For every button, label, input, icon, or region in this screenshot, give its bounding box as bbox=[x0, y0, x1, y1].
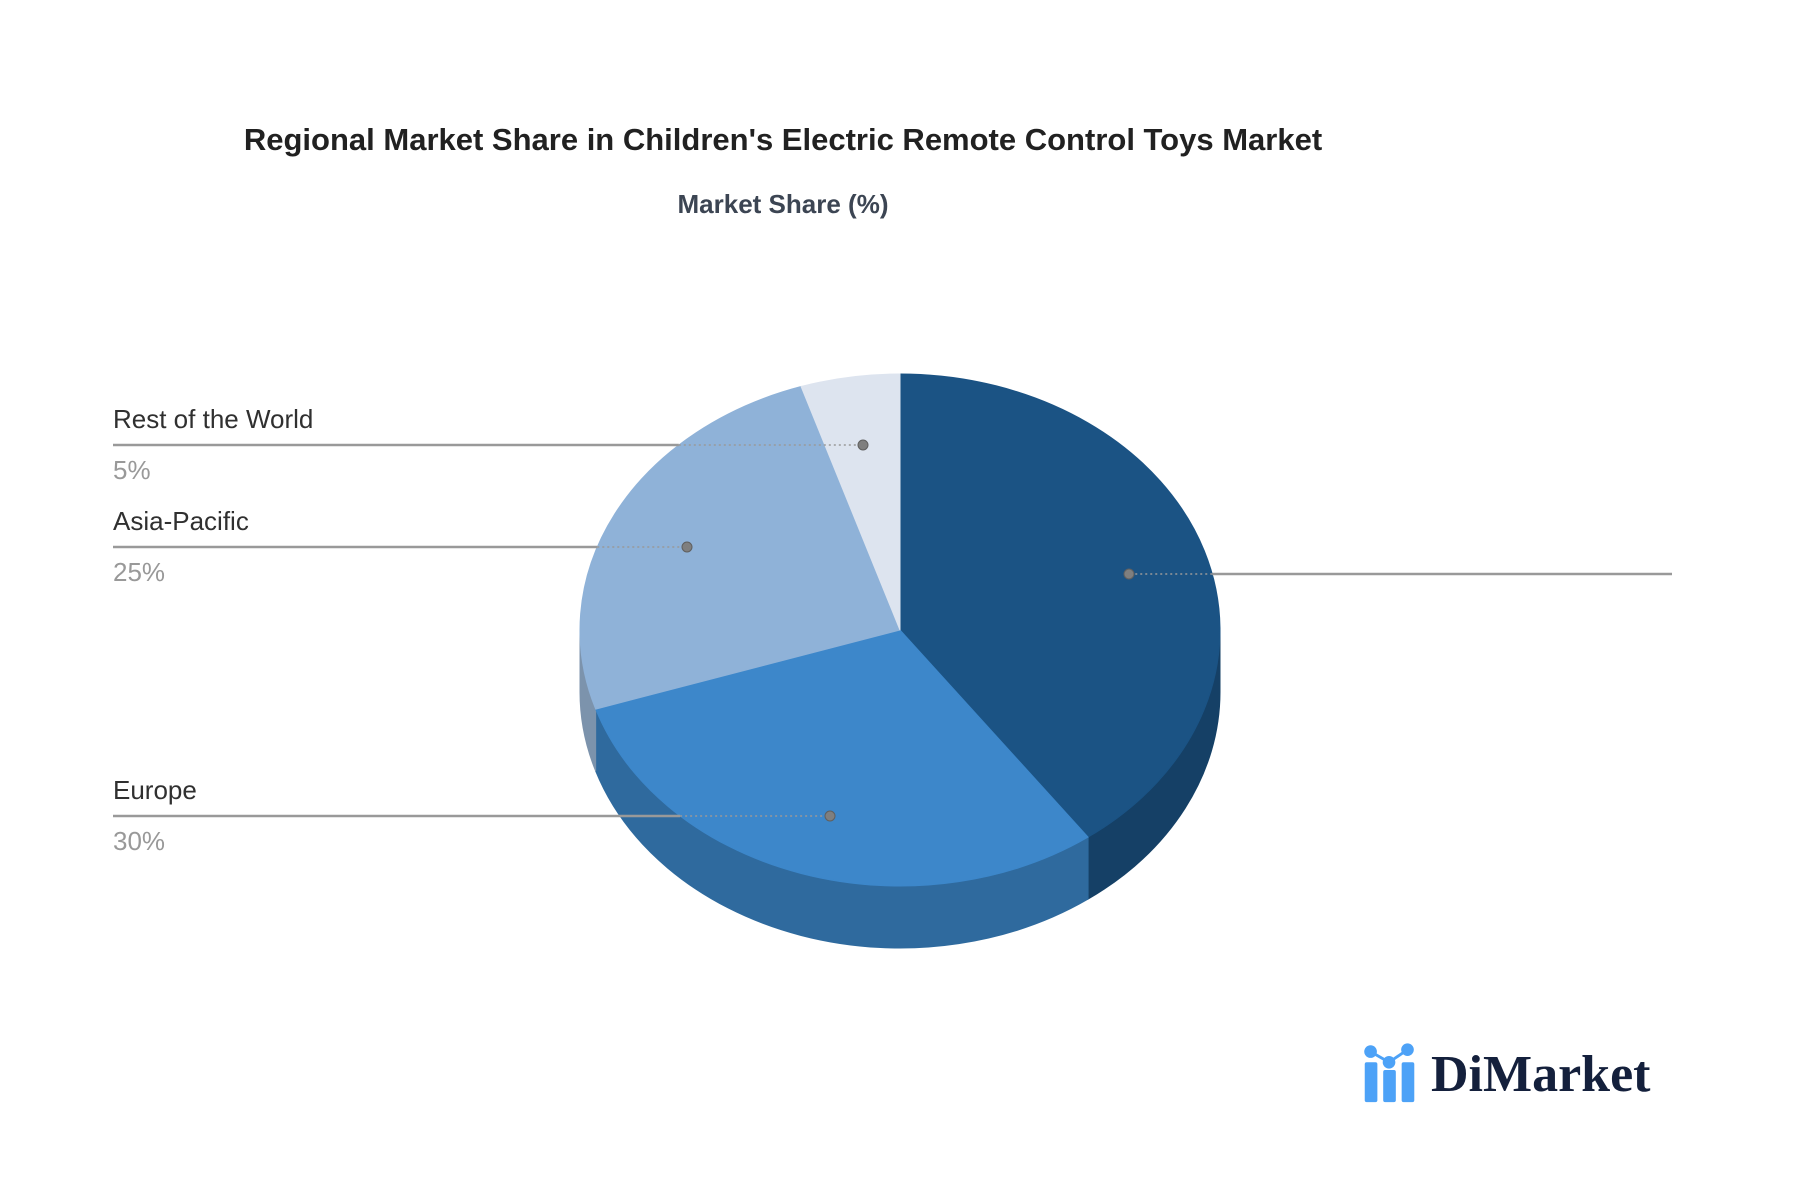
callout-dot bbox=[824, 810, 836, 822]
slice-percent-label: 5% bbox=[113, 455, 151, 485]
slice-name-label: Asia-Pacific bbox=[113, 506, 249, 536]
pie-slice-europe[interactable] bbox=[594, 629, 1089, 887]
pie-slice-asia-pacific[interactable] bbox=[579, 385, 901, 710]
slice-percent-label: 30% bbox=[113, 826, 166, 856]
callout-dot bbox=[681, 541, 693, 553]
pie-slice-rest-of-the-world[interactable] bbox=[800, 373, 901, 631]
brand-logo-text: DiMarket bbox=[1431, 1045, 1651, 1103]
slice-name-label: Rest of the World bbox=[113, 404, 314, 434]
chart-title: Regional Market Share in Children's Elec… bbox=[243, 122, 1323, 157]
chart-subtitle: Market Share (%) bbox=[677, 189, 889, 219]
callout-dot bbox=[1123, 568, 1135, 580]
slice-name-label: Europe bbox=[113, 775, 197, 805]
slice-percent-label: 25% bbox=[113, 557, 166, 587]
bar-line-chart-icon bbox=[1364, 1043, 1415, 1103]
callout-dot bbox=[857, 439, 869, 451]
pie-slice-north-america[interactable] bbox=[899, 373, 1221, 838]
brand-logo: DiMarket bbox=[1362, 1038, 1650, 1106]
